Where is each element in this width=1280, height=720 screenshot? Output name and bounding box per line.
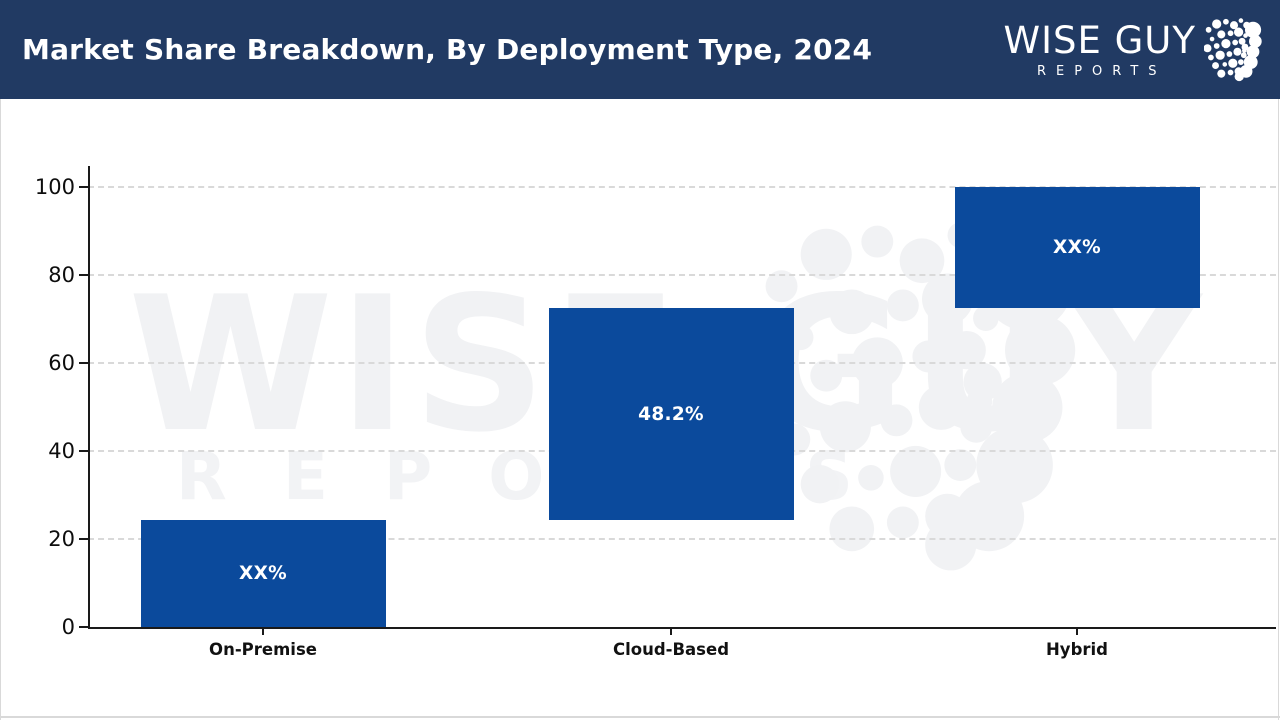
y-axis-tick <box>79 186 88 188</box>
header-bar: Market Share Breakdown, By Deployment Ty… <box>0 0 1280 99</box>
y-axis-tick-label: 40 <box>48 439 75 463</box>
y-axis-tick-label: 100 <box>34 175 75 199</box>
page-border-bottom <box>0 716 1280 718</box>
y-axis-tick-label: 20 <box>48 527 75 551</box>
y-axis-tick-label: 0 <box>61 615 75 639</box>
y-axis-tick <box>79 538 88 540</box>
logo-brand-subtitle: REPORTS <box>1036 63 1167 79</box>
page-border-left <box>0 99 1 720</box>
x-category-label: Hybrid <box>1046 640 1108 659</box>
wise-guy-logo: WISE GUY REPORTS <box>1004 17 1264 83</box>
y-axis-tick-label: 80 <box>48 263 75 287</box>
page-border-right <box>1278 99 1279 720</box>
logo-face-icon <box>1204 17 1262 81</box>
y-axis-tick <box>79 362 88 364</box>
x-axis-line <box>88 627 1276 629</box>
x-axis-tick <box>262 627 264 635</box>
y-axis-tick-label: 60 <box>48 351 75 375</box>
x-category-label: Cloud-Based <box>612 640 730 659</box>
y-axis-tick <box>79 274 88 276</box>
watermark-face-icon <box>756 222 1076 571</box>
bar-value-label: XX% <box>239 563 287 585</box>
logo-brand-name: WISE GUY <box>1003 18 1196 62</box>
x-axis-tick <box>670 627 672 635</box>
logo-text: WISE GUY REPORTS <box>1004 22 1196 78</box>
page-title: Market Share Breakdown, By Deployment Ty… <box>22 33 873 66</box>
x-axis-tick <box>1076 627 1078 635</box>
y-gridline <box>88 186 1276 188</box>
x-category-label: On-Premise <box>209 640 317 659</box>
bar-on-premise: XX% <box>140 520 386 627</box>
y-axis-tick <box>79 626 88 628</box>
y-axis-tick <box>79 450 88 452</box>
y-axis-line <box>88 166 90 629</box>
y-gridline <box>88 538 1276 540</box>
